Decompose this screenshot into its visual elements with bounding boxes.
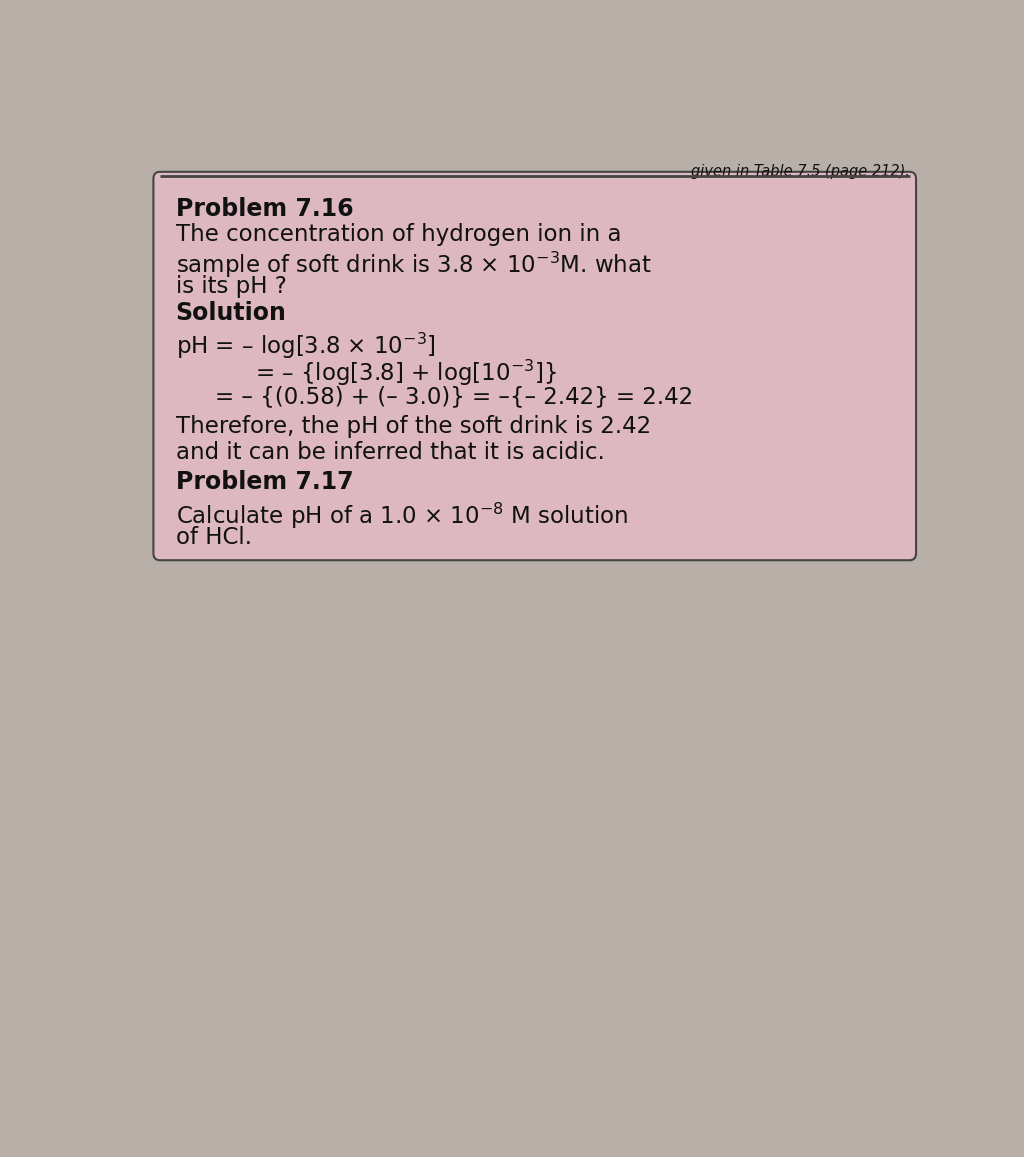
Text: Problem 7.17: Problem 7.17 bbox=[176, 470, 353, 494]
Text: Problem 7.16: Problem 7.16 bbox=[176, 197, 353, 221]
Text: given in Table 7.5 (page 212).: given in Table 7.5 (page 212). bbox=[691, 164, 909, 179]
Text: and it can be inferred that it is acidic.: and it can be inferred that it is acidic… bbox=[176, 441, 604, 464]
Text: Therefore, the pH of the soft drink is 2.42: Therefore, the pH of the soft drink is 2… bbox=[176, 415, 650, 439]
Text: The concentration of hydrogen ion in a: The concentration of hydrogen ion in a bbox=[176, 223, 622, 246]
Text: pH = – log[3.8 × 10$^{-3}$]: pH = – log[3.8 × 10$^{-3}$] bbox=[176, 331, 435, 361]
Text: Calculate pH of a 1.0 × 10$^{-8}$ M solution: Calculate pH of a 1.0 × 10$^{-8}$ M solu… bbox=[176, 501, 628, 531]
FancyBboxPatch shape bbox=[154, 171, 916, 560]
Text: Solution: Solution bbox=[176, 301, 287, 325]
Text: sample of soft drink is 3.8 × 10$^{-3}$M. what: sample of soft drink is 3.8 × 10$^{-3}$M… bbox=[176, 249, 651, 280]
Text: = – {log[3.8] + log[10$^{-3}$]}: = – {log[3.8] + log[10$^{-3}$]} bbox=[255, 358, 557, 389]
Text: is its pH ?: is its pH ? bbox=[176, 275, 287, 299]
Text: of HCl.: of HCl. bbox=[176, 526, 252, 550]
Text: = – {(0.58) + (– 3.0)} = –{– 2.42} = 2.42: = – {(0.58) + (– 3.0)} = –{– 2.42} = 2.4… bbox=[215, 385, 693, 408]
